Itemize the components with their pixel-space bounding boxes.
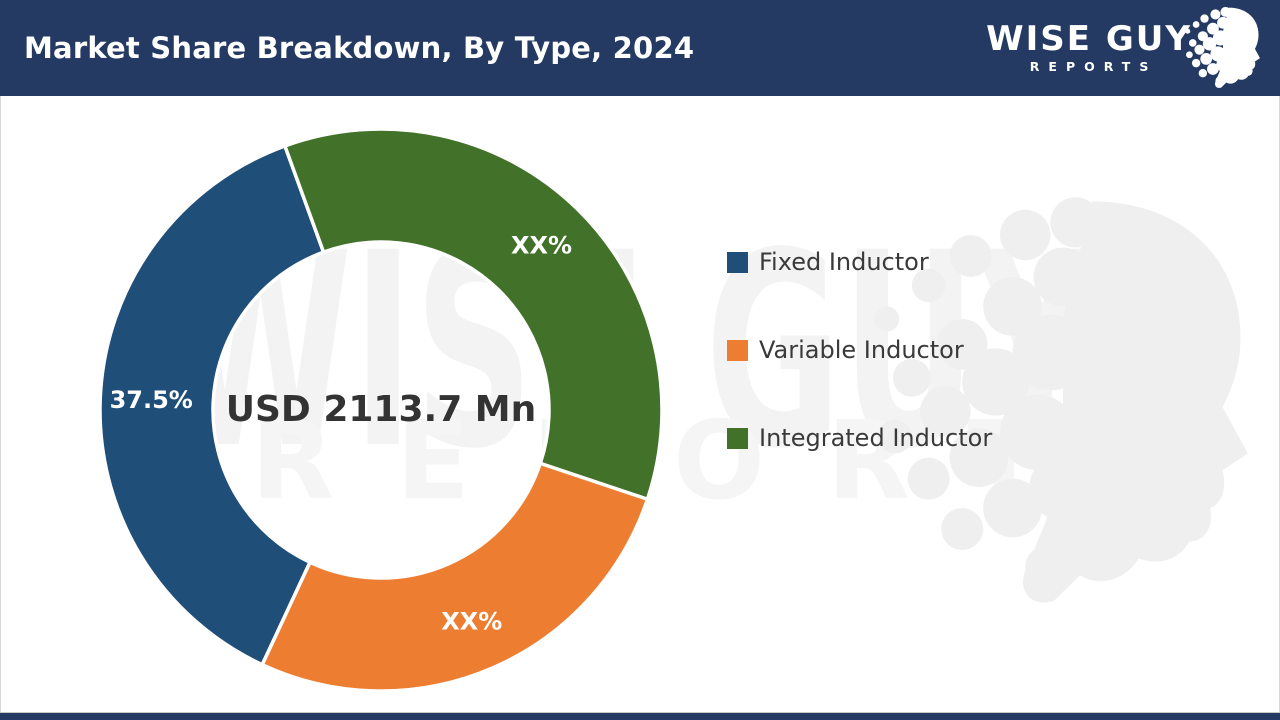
footer-divider — [0, 712, 1280, 713]
chart-center-value: USD 2113.7 Mn — [226, 389, 536, 430]
legend-item-variable-inductor: Variable Inductor — [727, 335, 992, 366]
donut-segment-variable-inductor — [260, 461, 650, 693]
legend-swatch — [727, 340, 748, 362]
chart-legend: Fixed Inductor Variable Inductor Integrate… — [727, 247, 992, 455]
legend-item-fixed-inductor: Fixed Inductor — [727, 247, 992, 278]
legend-swatch — [727, 428, 748, 450]
wise-guy-reports-logo: WISE GUY REPORTS — [986, 6, 1266, 90]
legend-label: Variable Inductor — [759, 336, 964, 365]
page-title: Market Share Breakdown, By Type, 2024 — [24, 31, 695, 65]
legend-label: Integrated Inductor — [759, 424, 993, 453]
legend-swatch — [727, 252, 748, 274]
segment-percent-label: 37.5% — [110, 386, 193, 414]
donut-segment-integrated-inductor — [283, 127, 664, 502]
donut-segment-fixed-inductor — [98, 144, 326, 667]
segment-percent-label: XX% — [441, 607, 502, 635]
logo-face-icon — [1185, 6, 1260, 88]
segment-percent-label: XX% — [511, 231, 572, 259]
logo-wordmark: WISE GUY — [986, 19, 1192, 60]
header-bar: Market Share Breakdown, By Type, 2024 WI… — [0, 0, 1280, 96]
legend-label: Fixed Inductor — [759, 248, 929, 276]
legend-item-integrated-inductor: Integrated Inductor — [727, 423, 992, 454]
logo-subtitle: REPORTS — [1029, 59, 1158, 75]
footer-bar — [0, 713, 1280, 720]
